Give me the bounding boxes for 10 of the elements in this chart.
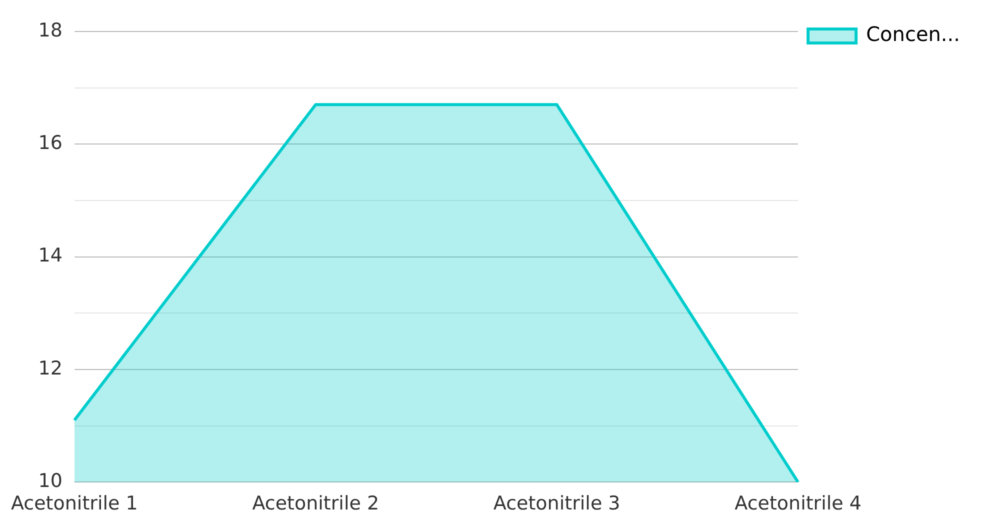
x-tick-label: Acetonitrile 3 xyxy=(493,492,620,515)
y-tick-label: 12 xyxy=(38,357,62,380)
legend-label: Concen... xyxy=(866,22,960,46)
y-tick-label: 14 xyxy=(38,244,62,267)
x-tick-label: Acetonitrile 1 xyxy=(10,492,138,515)
x-tick-label: Acetonitrile 2 xyxy=(252,492,380,515)
y-tick-label: 16 xyxy=(38,132,62,154)
x-tick-label: Acetonitrile 4 xyxy=(734,492,862,515)
y-tick-label: 18 xyxy=(38,19,62,42)
y-tick-label: 10 xyxy=(38,470,62,492)
